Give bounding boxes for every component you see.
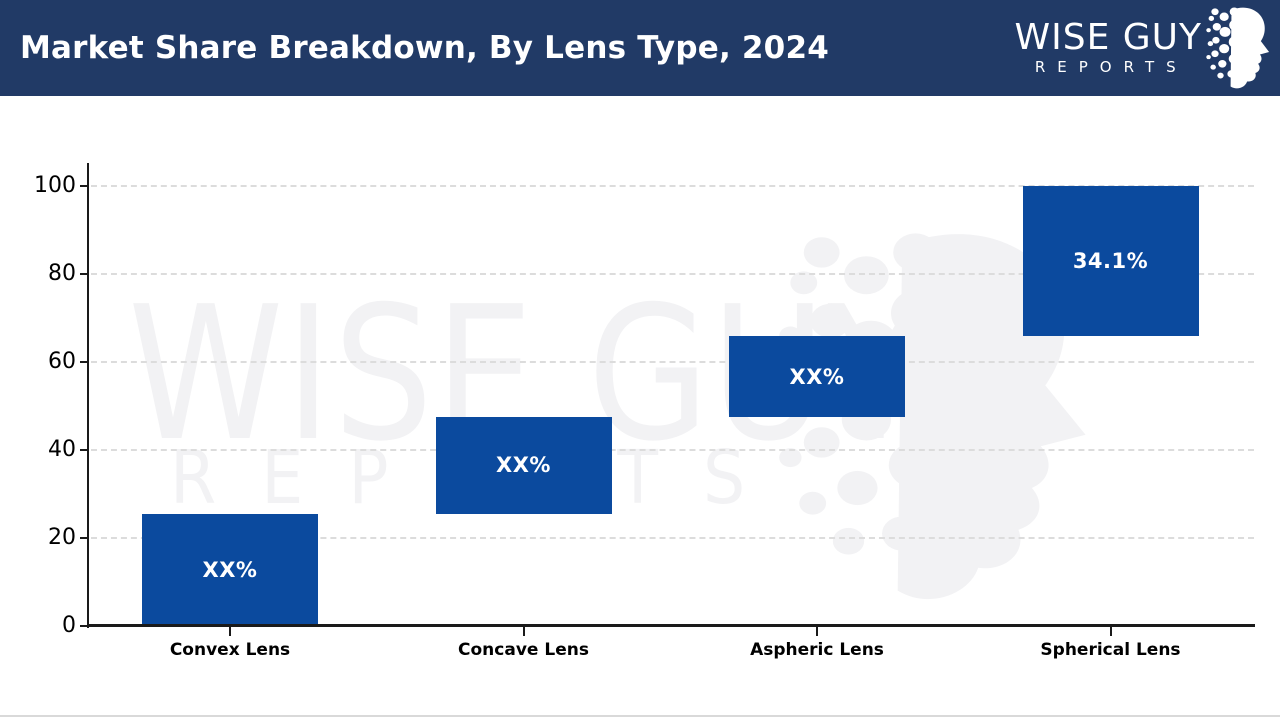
gridline — [91, 185, 1254, 187]
gridline — [91, 449, 1254, 451]
bar-value-label: XX% — [202, 557, 258, 582]
y-axis-tick-label: 0 — [62, 613, 76, 638]
bar-value-label: XX% — [789, 364, 845, 389]
x-axis-tick — [522, 627, 525, 636]
y-axis-tick — [80, 449, 89, 451]
y-axis-tick — [80, 273, 89, 275]
y-axis-tick-label: 60 — [48, 349, 76, 374]
brand-logo-text: WISE GUY REPORTS — [1014, 17, 1203, 77]
brand-logo: WISE GUY REPORTS — [1015, 5, 1271, 89]
x-axis-tick — [229, 627, 231, 636]
y-axis-tick-label: 40 — [48, 437, 76, 462]
y-axis-tick-label: 80 — [48, 261, 76, 286]
page-title: Market Share Breakdown, By Lens Type, 20… — [20, 30, 829, 66]
y-axis-tick-label: 20 — [48, 525, 76, 550]
y-axis-line — [87, 163, 89, 628]
x-axis-tick — [1109, 627, 1112, 636]
y-axis-tick-label: 100 — [34, 173, 76, 198]
x-axis-category-label: Aspheric Lens — [750, 640, 884, 660]
gridline — [91, 273, 1254, 275]
header-bar: Market Share Breakdown, By Lens Type, 20… — [0, 0, 1280, 96]
market-share-bar: XX% — [142, 513, 318, 626]
logo-wordmark: WISE GUY — [1014, 17, 1202, 58]
x-axis-category-label: Concave Lens — [458, 640, 589, 660]
logo-head-icon — [1206, 7, 1270, 89]
gridline — [91, 361, 1254, 363]
x-axis-category-label: Convex Lens — [169, 640, 291, 660]
gridline — [91, 537, 1254, 539]
x-axis-line — [87, 624, 1255, 627]
logo-subtext: REPORTS — [1034, 58, 1188, 76]
y-axis-tick — [80, 185, 89, 187]
x-axis-category-label: Spherical Lens — [1040, 640, 1181, 660]
bottom-rule — [0, 715, 1280, 717]
bar-value-label: XX% — [496, 453, 551, 478]
market-share-bar: XX% — [435, 417, 612, 514]
y-axis-tick — [80, 361, 89, 363]
y-axis-tick — [80, 625, 89, 627]
market-share-bar: 34.1% — [1022, 186, 1199, 337]
bar-value-label: 34.1% — [1072, 249, 1149, 274]
y-axis-tick — [80, 537, 89, 539]
market-share-bar: XX% — [729, 336, 905, 417]
x-axis-tick — [816, 627, 818, 636]
